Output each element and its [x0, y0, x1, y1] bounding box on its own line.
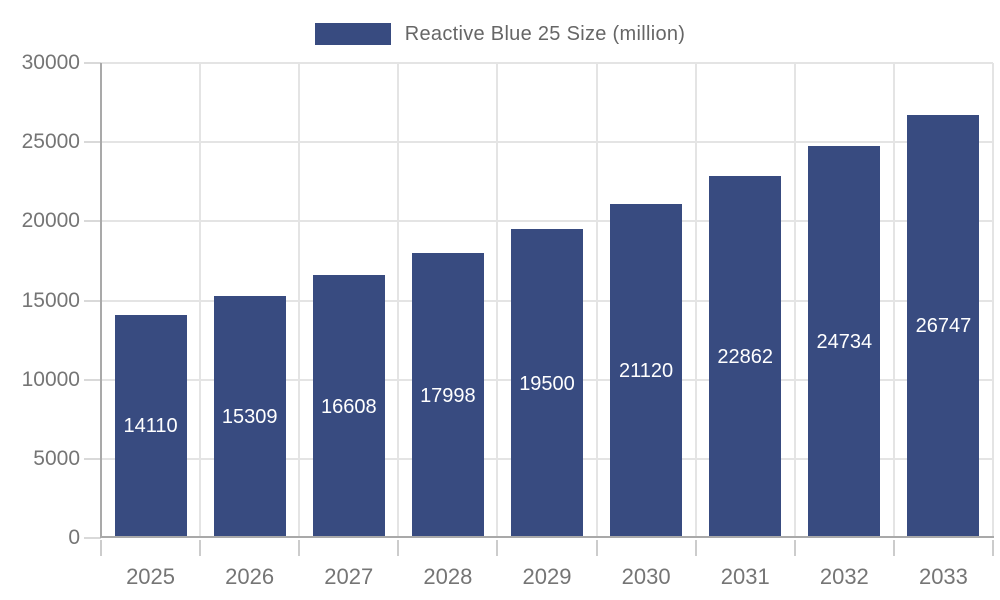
bar-value-label: 15309 [221, 405, 278, 428]
x-axis-tick-mark [199, 540, 202, 556]
gridline-vertical [199, 63, 202, 538]
bar-2030: 21120 [610, 203, 683, 538]
y-axis-tick-label: 15000 [21, 288, 80, 312]
legend-label: Reactive Blue 25 Size (million) [404, 22, 686, 45]
gridline-vertical [694, 63, 697, 538]
y-axis-tick-mark [84, 62, 101, 64]
bar-2025: 14110 [114, 314, 187, 538]
gridline-vertical [595, 63, 598, 538]
bar-value-label: 16608 [320, 395, 377, 418]
x-axis-tick-mark [595, 540, 598, 556]
x-axis-tick-mark [496, 540, 499, 556]
y-axis-tick-label: 10000 [21, 367, 80, 391]
y-axis-tick-mark [84, 537, 101, 539]
x-axis-label-2026: 2026 [225, 564, 275, 589]
x-axis-label-2033: 2033 [918, 564, 968, 589]
x-axis-label-2032: 2032 [819, 564, 869, 589]
y-axis-tick-label: 30000 [21, 51, 80, 74]
y-axis-tick-label: 5000 [33, 446, 80, 470]
bar-value-label: 17998 [420, 384, 476, 407]
x-axis-tick-mark [397, 540, 400, 556]
bar-value-label: 19500 [519, 372, 575, 395]
x-axis-tick-mark [992, 540, 994, 556]
bar-2026: 15309 [213, 295, 286, 538]
x-axis-label-2030: 2030 [621, 564, 671, 589]
y-axis-tick-mark [84, 220, 101, 223]
gridline-vertical [892, 63, 895, 538]
legend[interactable]: Reactive Blue 25 Size (million) [0, 21, 1000, 47]
plot-area: 14110 15309 16608 17998 19500 21120 22862 24734… [100, 62, 994, 538]
gridline-vertical [992, 63, 994, 538]
x-axis-tick-mark [694, 540, 697, 556]
x-axis-tick-mark [298, 540, 301, 556]
gridline-horizontal [101, 141, 993, 144]
y-axis-tick-label: 25000 [21, 130, 80, 154]
gridline-vertical [793, 63, 796, 538]
gridline-vertical [298, 63, 301, 538]
bar-value-label: 22862 [717, 346, 774, 368]
x-axis-tick-mark [100, 540, 102, 556]
bar-value-label: 21120 [619, 359, 674, 382]
bar-2028: 17998 [411, 253, 484, 538]
x-axis-label-2029: 2029 [522, 564, 572, 589]
y-axis-tick-mark [84, 378, 101, 381]
x-axis-label-2025: 2025 [126, 564, 176, 589]
gridline-horizontal [101, 62, 993, 64]
gridline-horizontal [101, 220, 993, 223]
x-axis-line [100, 536, 994, 538]
bar-value-label: 26747 [915, 315, 972, 338]
legend-swatch [314, 23, 391, 45]
x-axis-tick-mark [793, 540, 796, 556]
x-axis-label-2027: 2027 [324, 564, 374, 589]
y-axis-tick-label: 0 [68, 526, 80, 549]
x-axis-label-2028: 2028 [423, 564, 473, 589]
y-axis-line [100, 63, 102, 538]
y-axis-tick-label: 20000 [21, 209, 80, 233]
x-axis-label-2031: 2031 [720, 564, 770, 589]
y-axis-tick-mark [84, 457, 101, 460]
gridline-vertical [496, 63, 499, 538]
bar-2032: 24734 [808, 146, 881, 538]
bar-2031: 22862 [709, 176, 782, 538]
bar-2027: 16608 [312, 275, 385, 538]
y-axis-tick-mark [84, 299, 101, 302]
bar-2029: 19500 [511, 229, 583, 538]
x-axis-tick-mark [892, 540, 895, 556]
gridline-vertical [397, 63, 400, 538]
y-axis-tick-mark [84, 141, 101, 144]
bar-2033: 26747 [907, 114, 980, 538]
bar-value-label: 14110 [123, 415, 178, 438]
bar-value-label: 24734 [816, 331, 873, 354]
